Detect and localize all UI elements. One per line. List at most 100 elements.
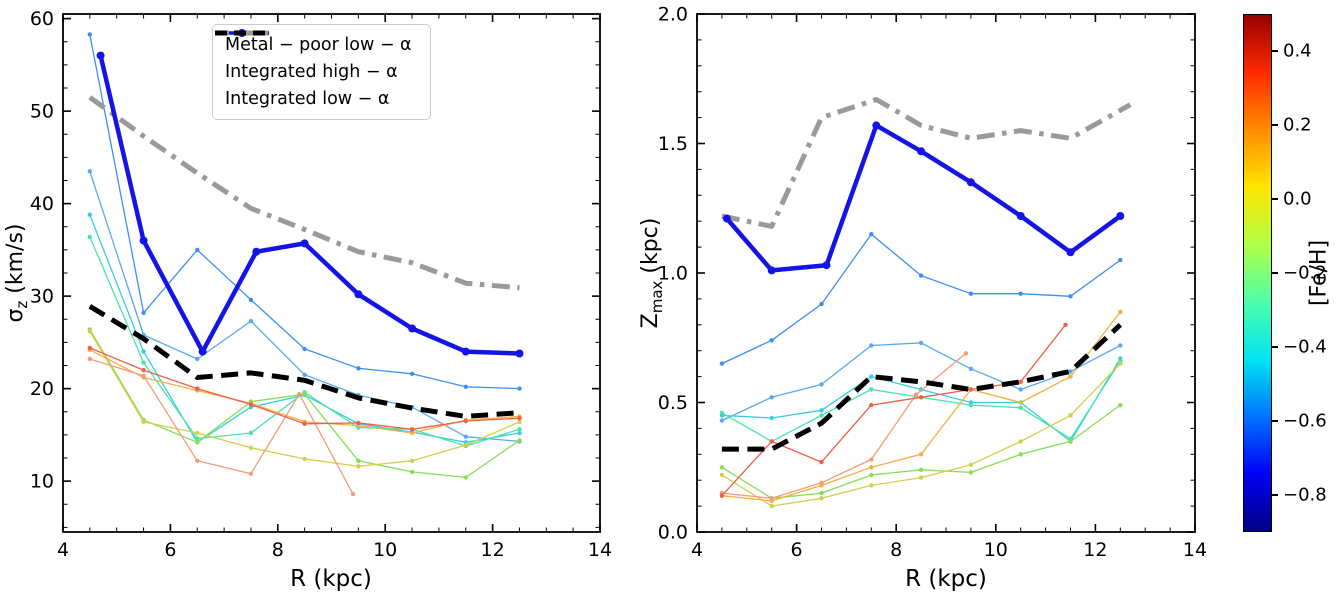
series-marker [350, 491, 356, 497]
x-tick-label: 12 [481, 539, 505, 561]
series-marker [87, 32, 93, 37]
x-tick-label: 12 [1083, 539, 1107, 561]
series-marker [719, 418, 725, 423]
series-marker [463, 442, 468, 448]
series-marker [409, 371, 415, 376]
y-tick-label: 40 [30, 193, 54, 215]
series-marker [463, 434, 468, 439]
x-tick-label: 10 [984, 539, 1008, 561]
ylabel-unit: (km/s) [2, 223, 28, 301]
series-marker [409, 458, 415, 463]
series-marker [517, 438, 522, 443]
x-tick-label: 6 [791, 539, 803, 561]
series-marker [918, 387, 924, 392]
colorbar-tick-label: −0.8 [1283, 484, 1327, 506]
legend-label: Metal − poor low − α [225, 35, 412, 55]
series-6 [719, 309, 1123, 504]
series-marker [1018, 400, 1023, 405]
colorbar-tick [1272, 198, 1278, 200]
series-10 [721, 322, 1123, 452]
axis-ticks: 4 6 8 10 12 14 0.0 0.5 1.0 1.5 2.0 [658, 4, 1207, 562]
r-axis-label-left: R (kpc) [290, 566, 372, 592]
series-marker [1068, 369, 1073, 374]
zmax-panel: 4 6 8 10 12 14 0.0 0.5 1.0 1.5 2.0 Zmax (kpc) R (k… [620, 0, 1220, 607]
series-marker [409, 469, 415, 475]
series-marker [356, 366, 361, 371]
series-marker [819, 408, 824, 413]
series-marker [195, 440, 200, 445]
series-line [721, 352, 967, 499]
x-tick-label: 4 [691, 539, 703, 561]
series-1 [719, 340, 1123, 423]
colorbar-tick [1272, 50, 1278, 52]
series-group [87, 32, 524, 497]
series-8 [719, 322, 1068, 498]
series-marker [248, 318, 254, 324]
series-marker [87, 345, 93, 351]
series-line [721, 324, 1067, 497]
series-marker [869, 402, 874, 408]
series-marker [918, 467, 924, 472]
series-line [721, 363, 1121, 507]
zmax-chart: 4 6 8 10 12 14 0.0 0.5 1.0 1.5 2.0 [658, 4, 1207, 562]
series-11 [96, 51, 524, 358]
series-2 [719, 356, 1123, 444]
series-marker [918, 452, 924, 457]
series-marker [517, 416, 522, 421]
legend-label: Integrated high − α [225, 62, 398, 82]
series-marker [1016, 212, 1025, 220]
series-marker [141, 367, 146, 373]
legend-item-integrated-low: Integrated low − α [215, 30, 412, 109]
series-marker [869, 374, 874, 379]
colorbar-tick-label: 0.0 [1283, 188, 1312, 210]
series-marker [1068, 413, 1073, 418]
x-tick-label: 6 [164, 539, 176, 561]
series-marker [1018, 387, 1023, 392]
series-marker [1118, 402, 1123, 408]
series-marker [409, 427, 415, 432]
series-marker [769, 395, 774, 400]
series-marker [302, 421, 307, 426]
legend-item-integrated-high: Integrated high − α [215, 30, 412, 82]
series-10 [88, 304, 520, 419]
colorbar-tick-label: −0.4 [1283, 336, 1327, 358]
series-marker [1018, 291, 1023, 296]
y-tick-label: 10 [30, 471, 54, 493]
series-marker [869, 465, 874, 470]
series-marker [819, 490, 824, 496]
series-0 [719, 232, 1123, 366]
series-marker [248, 402, 254, 407]
y-tick-label: 60 [30, 8, 54, 30]
r-axis-label-right: R (kpc) [905, 566, 987, 592]
colorbar-tick [1272, 124, 1278, 126]
series-marker [819, 413, 824, 418]
series-marker [517, 419, 522, 425]
y-tick-label: 0.5 [658, 392, 688, 414]
series-marker [248, 430, 254, 436]
ylabel-base: σ [2, 308, 28, 323]
series-line [89, 171, 520, 443]
ylabel-base: Z [637, 313, 663, 329]
series-line [89, 214, 520, 443]
series-marker [918, 475, 924, 480]
series-marker [1018, 379, 1023, 384]
series-line [721, 404, 1121, 499]
series-marker [87, 212, 93, 217]
series-line [721, 311, 1121, 502]
series-marker [722, 214, 731, 223]
series-line [89, 358, 354, 495]
series-marker [87, 234, 93, 240]
series-marker [719, 472, 725, 478]
series-line [721, 322, 1123, 452]
series-marker [819, 496, 824, 501]
series-marker [1066, 248, 1075, 257]
series-7 [87, 356, 356, 497]
series-marker [1018, 439, 1023, 444]
series-9 [721, 97, 1132, 229]
series-marker [87, 169, 93, 174]
series-marker [966, 178, 975, 187]
series-marker [302, 346, 307, 352]
series-marker [195, 247, 200, 253]
series-marker [517, 427, 522, 432]
